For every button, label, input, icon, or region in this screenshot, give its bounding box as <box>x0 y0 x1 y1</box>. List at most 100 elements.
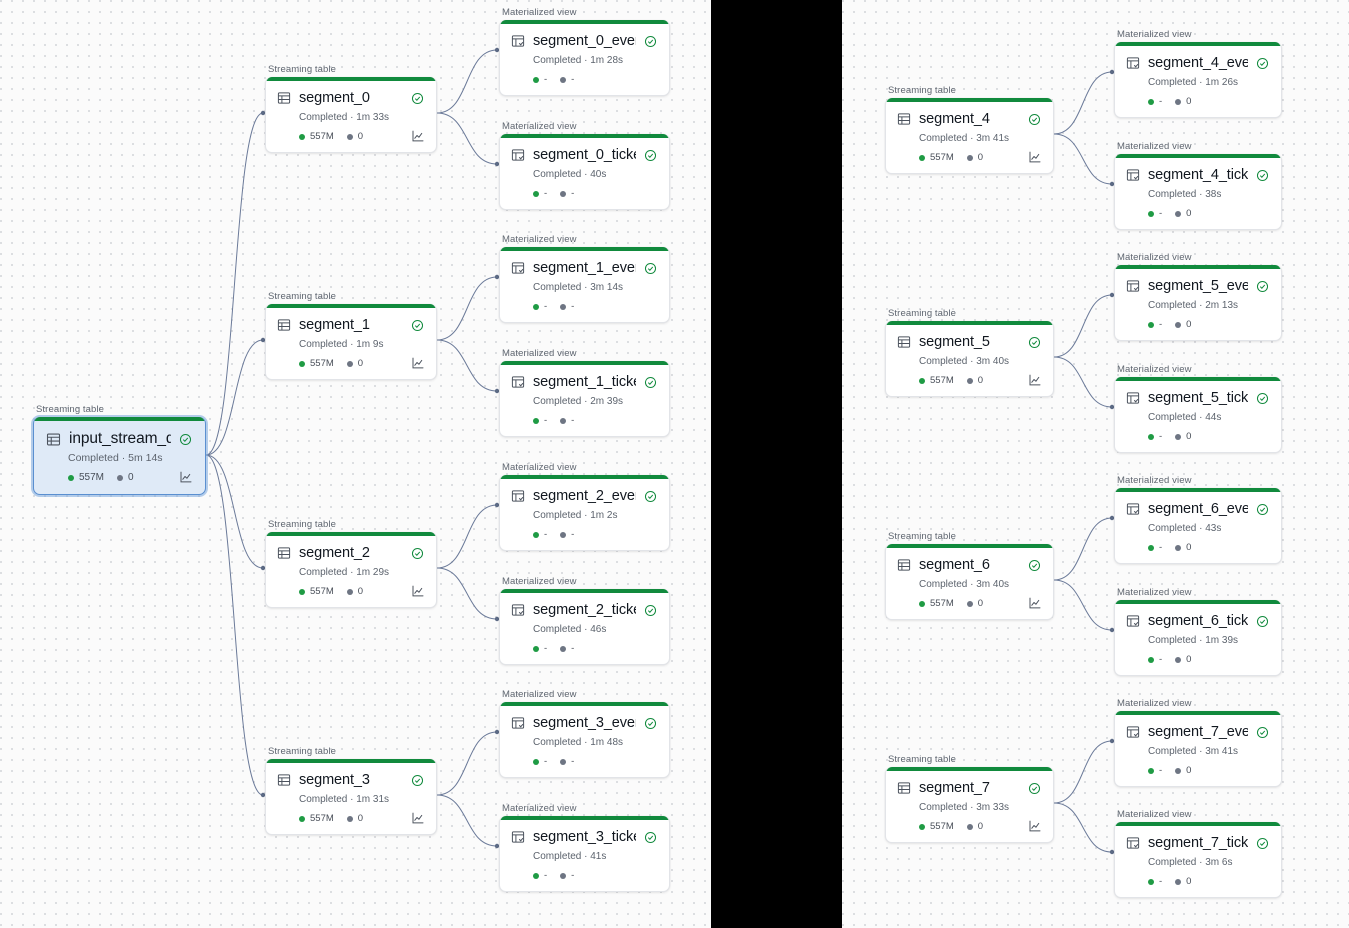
graph-node-segment_5_event[interactable]: Materialized view segment_5_event Complete… <box>1114 252 1282 341</box>
node-card[interactable]: segment_1_event Completed · 3m 14s - - <box>499 247 670 323</box>
graph-node-segment_4_event[interactable]: Materialized view segment_4_event Complete… <box>1114 29 1282 118</box>
node-card[interactable]: segment_0_ticker Completed · 40s - - <box>499 134 670 210</box>
graph-node-segment_0_event[interactable]: Materialized view segment_0_event Complete… <box>499 7 670 96</box>
node-type-label: Streaming table <box>888 308 957 319</box>
check-circle-icon <box>644 262 657 275</box>
graph-node-segment_1[interactable]: Streaming table segment_1 Completed · 1m 9… <box>265 291 437 380</box>
graph-node-segment_0[interactable]: Streaming table segment_0 Completed · 1m 3… <box>265 64 437 153</box>
node-card[interactable]: segment_3_event Completed · 1m 48s - - <box>499 702 670 778</box>
graph-node-segment_1_event[interactable]: Materialized view segment_1_event Complete… <box>499 234 670 323</box>
graph-node-segment_2[interactable]: Streaming table segment_2 Completed · 1m 2… <box>265 519 437 608</box>
metric-dropped-value: 0 <box>357 358 364 369</box>
metrics-chart-icon[interactable] <box>411 356 425 370</box>
node-title: segment_3 <box>299 772 370 788</box>
node-metrics: -0 <box>1148 653 1269 666</box>
metrics-chart-icon[interactable] <box>179 470 193 484</box>
metric-dropped: 0 <box>1175 95 1191 108</box>
metric-records-value: - <box>1159 654 1163 665</box>
graph-node-segment_3_event[interactable]: Materialized view segment_3_event Complete… <box>499 689 670 778</box>
metric-dropped: - <box>560 300 574 313</box>
graph-node-segment_6[interactable]: Streaming table segment_6 Completed · 3m 4… <box>885 531 1054 620</box>
node-status-text: Completed · 46s <box>533 624 607 635</box>
metrics-chart-icon[interactable] <box>411 129 425 143</box>
graph-node-segment_6_ticker[interactable]: Materialized view segment_6_ticker Complet… <box>1114 587 1282 676</box>
node-status-text: Completed · 40s <box>533 169 607 180</box>
metric-records: - <box>533 73 547 86</box>
node-metrics: 557M 0 <box>299 812 424 825</box>
metric-records-value: - <box>1159 431 1163 442</box>
metric-dropped: - <box>560 187 574 200</box>
dropped-status-dot <box>560 417 567 424</box>
graph-node-segment_7[interactable]: Streaming table segment_7 Completed · 3m 3… <box>885 754 1054 843</box>
node-card[interactable]: segment_6 Completed · 3m 40s 557M 0 <box>885 544 1054 620</box>
node-title: segment_1_ticker <box>533 374 636 390</box>
graph-node-segment_5_ticker[interactable]: Materialized view segment_5_ticker Complet… <box>1114 364 1282 453</box>
node-card[interactable]: segment_1 Completed · 1m 9s 557M 0 <box>265 304 437 380</box>
node-type-label: Materialized view <box>1117 698 1192 709</box>
metric-records-value: - <box>1159 208 1163 219</box>
graph-node-segment_6_event[interactable]: Materialized view segment_6_event Complete… <box>1114 475 1282 564</box>
graph-node-segment_1_ticker[interactable]: Materialized view segment_1_ticker Complet… <box>499 348 670 437</box>
node-card[interactable]: segment_2_ticker Completed · 46s - - <box>499 589 670 665</box>
graph-node-segment_7_event[interactable]: Materialized view segment_7_event Complete… <box>1114 698 1282 787</box>
node-card[interactable]: segment_0 Completed · 1m 33s 557M 0 <box>265 77 437 153</box>
records-status-dot <box>919 600 925 607</box>
metrics-chart-icon[interactable] <box>1028 819 1042 833</box>
graph-node-segment_4_ticker[interactable]: Materialized view segment_4_ticker Complet… <box>1114 141 1282 230</box>
node-card[interactable]: input_stream_dlt Completed · 5m 14s 557M 0 <box>33 417 206 495</box>
materialized-view-icon <box>1126 614 1140 628</box>
node-status-text: Completed · 1m 39s <box>1148 635 1239 646</box>
node-status-text: Completed · 5m 14s <box>68 452 163 464</box>
graph-node-segment_5[interactable]: Streaming table segment_5 Completed · 3m 4… <box>885 308 1054 397</box>
metric-records: - <box>1148 875 1162 888</box>
graph-node-segment_0_ticker[interactable]: Materialized view segment_0_ticker Complet… <box>499 121 670 210</box>
graph-node-segment_2_event[interactable]: Materialized view segment_2_event Complete… <box>499 462 670 551</box>
metrics-chart-icon[interactable] <box>1028 150 1042 164</box>
graph-node-segment_3[interactable]: Streaming table segment_3 Completed · 1m 3… <box>265 746 437 835</box>
metric-dropped: 0 <box>117 471 134 484</box>
node-card[interactable]: segment_7 Completed · 3m 33s 557M 0 <box>885 767 1054 843</box>
graph-node-segment_2_ticker[interactable]: Materialized view segment_2_ticker Complet… <box>499 576 670 665</box>
metric-dropped: 0 <box>1175 430 1191 443</box>
node-type-label: Materialized view <box>1117 809 1192 820</box>
node-type-label: Materialized view <box>1117 141 1192 152</box>
metrics-chart-icon[interactable] <box>411 811 425 825</box>
metrics-chart-icon[interactable] <box>1028 596 1042 610</box>
graph-node-segment_7_ticker[interactable]: Materialized view segment_7_ticker Complet… <box>1114 809 1282 898</box>
metric-records-value: - <box>544 188 548 199</box>
graph-node-segment_4[interactable]: Streaming table segment_4 Completed · 3m 4… <box>885 85 1054 174</box>
node-header: segment_3_ticker <box>511 828 657 846</box>
node-card[interactable]: segment_2_event Completed · 1m 2s - - <box>499 475 670 551</box>
node-card[interactable]: segment_1_ticker Completed · 2m 39s - - <box>499 361 670 437</box>
node-card[interactable]: segment_3 Completed · 1m 31s 557M 0 <box>265 759 437 835</box>
graph-node-input_stream_dlt[interactable]: Streaming table input_stream_dlt Completed… <box>33 404 206 495</box>
graph-node-segment_3_ticker[interactable]: Materialized view segment_3_ticker Complet… <box>499 803 670 892</box>
check-circle-icon <box>1028 559 1041 572</box>
materialized-view-icon <box>1126 168 1140 182</box>
metric-records: 557M <box>919 374 954 387</box>
node-card[interactable]: segment_3_ticker Completed · 41s - - <box>499 816 670 892</box>
metrics-chart-icon[interactable] <box>1028 373 1042 387</box>
node-card[interactable]: segment_0_event Completed · 1m 28s - - <box>499 20 670 96</box>
dropped-status-dot <box>1175 433 1182 440</box>
node-metrics: 557M 0 <box>919 151 1041 164</box>
node-card[interactable]: segment_4 Completed · 3m 41s 557M 0 <box>885 98 1054 174</box>
node-card[interactable]: segment_5 Completed · 3m 40s 557M 0 <box>885 321 1054 397</box>
dropped-status-dot <box>346 133 353 140</box>
dropped-status-dot <box>1175 321 1182 328</box>
node-metrics: 557M 0 <box>299 357 424 370</box>
node-header: segment_0_event <box>511 32 657 50</box>
node-card[interactable]: segment_2 Completed · 1m 29s 557M 0 <box>265 532 437 608</box>
metrics-chart-icon[interactable] <box>411 584 425 598</box>
